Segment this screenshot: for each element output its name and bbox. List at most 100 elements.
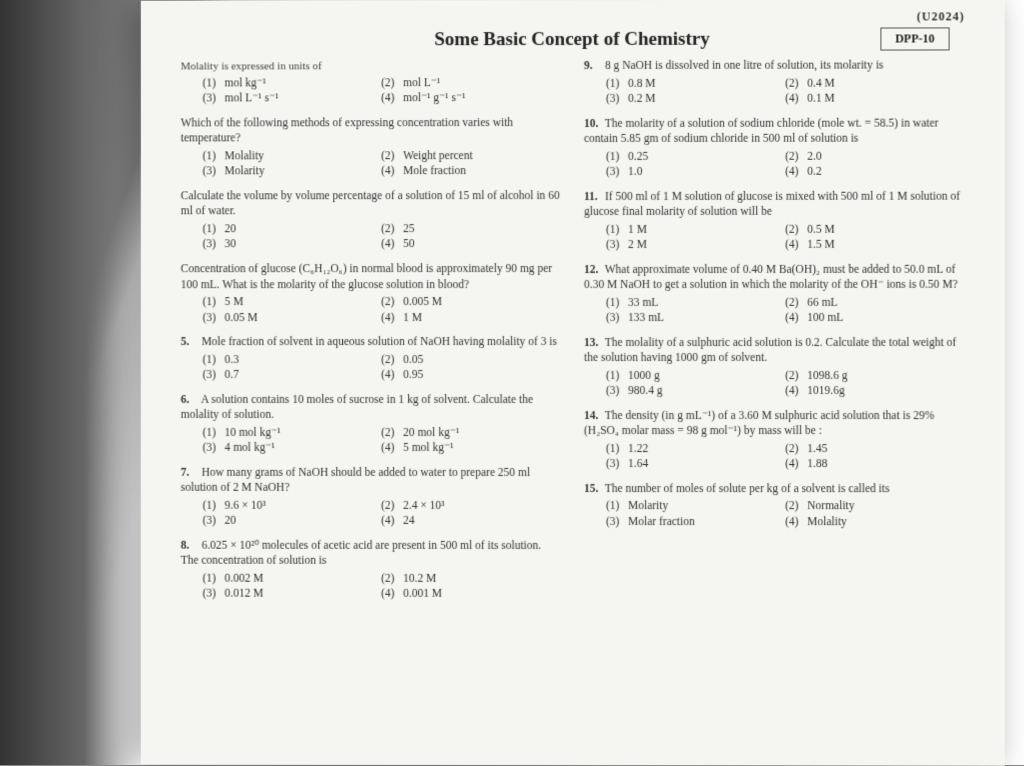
question-11: 11. If 500 ml of 1 M solution of glucose… <box>584 189 965 253</box>
q3-opt1: (1)20 <box>203 222 382 238</box>
q8-opt1: (1)0.002 M <box>203 571 382 587</box>
q1-opt3: (3)mol L⁻¹ s⁻¹ <box>203 92 382 108</box>
question-10: 10. The molarity of a solution of sodium… <box>584 116 965 181</box>
q13-opt1: (1)1000 g <box>606 369 785 385</box>
q5-opt2: (2)0.05 <box>381 353 560 369</box>
q3-opt3: (3)30 <box>203 238 382 254</box>
question-7: 7. How many grams of NaOH should be adde… <box>181 466 560 530</box>
question-3: Calculate the volume by volume percentag… <box>181 189 560 253</box>
q4-text: Concentration of glucose (C₆H₁₂O₆) in no… <box>181 263 552 291</box>
q2-opt3: (3)Molarity <box>203 165 382 181</box>
question-2: Which of the following methods of expres… <box>181 116 560 180</box>
page-content: (U2024) Some Basic Concept of Chemistry … <box>141 0 1005 766</box>
q9-num: 9. <box>584 59 602 75</box>
q10-text: The molarity of a solution of sodium chl… <box>584 117 938 145</box>
q7-opt2: (2)2.4 × 10³ <box>381 499 560 515</box>
q1-text: Molality is expressed in units of <box>181 59 560 74</box>
q8-opt4: (4)0.001 M <box>381 587 560 603</box>
q2-opt4: (4)Mole fraction <box>381 164 560 180</box>
q5-num: 5. <box>181 335 199 350</box>
q11-text: If 500 ml of 1 M solution of glucose is … <box>584 190 960 218</box>
q13-opt2: (2)1098.6 g <box>785 369 964 385</box>
q12-opt4: (4)100 mL <box>785 311 964 327</box>
q14-opt4: (4)1.88 <box>785 457 964 473</box>
q6-opt3: (3)4 mol kg⁻¹ <box>203 441 382 457</box>
chapter-title: Some Basic Concept of Chemistry <box>181 28 965 51</box>
q6-text: A solution contains 10 moles of sucrose … <box>181 394 533 421</box>
q6-opt4: (4)5 mol kg⁻¹ <box>381 441 560 457</box>
question-1: Molality is expressed in units of (1)mol… <box>181 59 560 107</box>
q14-text: The density (in g mL⁻¹) of a 3.60 M sulp… <box>584 410 934 438</box>
q12-opt3: (3)133 mL <box>606 311 785 327</box>
q14-opt2: (2)1.45 <box>785 442 964 458</box>
q2-opt2: (2)Weight percent <box>381 149 560 165</box>
q3-opt2: (2)25 <box>381 222 560 238</box>
q11-opt2: (2)0.5 M <box>785 222 964 238</box>
q10-opt3: (3)1.0 <box>606 165 785 181</box>
q7-opt1: (1)9.6 × 10³ <box>203 499 382 515</box>
question-6: 6. A solution contains 10 moles of sucro… <box>181 393 560 457</box>
q7-opt4: (4)24 <box>381 514 560 530</box>
q15-opt2: (2)Normality <box>785 499 964 515</box>
q1-opt2: (2)mol L⁻¹ <box>381 76 560 92</box>
top-code: (U2024) <box>181 9 965 25</box>
q12-opt2: (2)66 mL <box>785 296 964 312</box>
q3-text: Calculate the volume by volume percentag… <box>181 190 560 218</box>
question-14: 14. The density (in g mL⁻¹) of a 3.60 M … <box>584 409 965 473</box>
question-15: 15. The number of moles of solute per kg… <box>584 482 965 531</box>
q15-opt1: (1)Molarity <box>606 499 785 515</box>
q12-text: What approximate volume of 0.40 M Ba(OH)… <box>584 263 958 291</box>
q6-opt2: (2)20 mol kg⁻¹ <box>381 426 560 442</box>
q10-opt2: (2)2.0 <box>785 149 964 165</box>
q8-num: 8. <box>181 538 199 554</box>
q9-opt4: (4)0.1 M <box>785 92 964 108</box>
q9-opt2: (2)0.4 M <box>785 76 964 92</box>
right-column: 9. 8 g NaOH is dissolved in one litre of… <box>584 58 965 612</box>
q1-opt4: (4)mol⁻¹ g⁻¹ s⁻¹ <box>381 91 560 107</box>
q14-opt3: (3)1.64 <box>606 457 785 473</box>
q12-num: 12. <box>584 263 602 279</box>
q5-opt4: (4)0.95 <box>381 368 560 384</box>
q15-opt4: (4)Molality <box>785 515 964 531</box>
question-12: 12. What approximate volume of 0.40 M Ba… <box>584 262 965 326</box>
q10-num: 10. <box>584 117 602 133</box>
q15-text: The number of moles of solute per kg of … <box>605 483 890 495</box>
q1-opt1: (1)mol kg⁻¹ <box>203 76 382 92</box>
binding-shadow <box>0 0 140 765</box>
q9-text: 8 g NaOH is dissolved in one litre of so… <box>605 60 884 72</box>
q13-num: 13. <box>584 336 602 352</box>
question-5: 5. Mole fraction of solvent in aqueous s… <box>181 335 560 384</box>
q7-num: 7. <box>181 466 199 481</box>
question-13: 13. The molality of a sulphuric acid sol… <box>584 336 965 400</box>
q5-text: Mole fraction of solvent in aqueous solu… <box>201 336 557 348</box>
q7-text: How many grams of NaOH should be added t… <box>181 467 530 495</box>
q5-opt1: (1)0.3 <box>203 353 382 369</box>
q10-opt1: (1)0.25 <box>606 149 785 165</box>
q4-opt3: (3)0.05 M <box>203 311 382 327</box>
q8-text: 6.025 × 10²⁰ molecules of acetic acid ar… <box>181 539 541 567</box>
q12-opt1: (1)33 mL <box>606 296 785 312</box>
q14-num: 14. <box>584 409 602 425</box>
q11-opt3: (3)2 M <box>606 238 785 254</box>
q13-opt4: (4)1019.6g <box>785 384 964 400</box>
q7-opt3: (3)20 <box>203 514 382 530</box>
question-columns: Molality is expressed in units of (1)mol… <box>181 58 965 612</box>
q13-text: The molality of a sulphuric acid solutio… <box>584 337 956 365</box>
q13-opt3: (3)980.4 g <box>606 384 785 400</box>
q11-opt4: (4)1.5 M <box>785 238 964 254</box>
question-4: Concentration of glucose (C₆H₁₂O₆) in no… <box>181 262 560 326</box>
q14-opt1: (1)1.22 <box>606 442 785 458</box>
question-8: 8. 6.025 × 10²⁰ molecules of acetic acid… <box>181 538 560 602</box>
q8-opt2: (2)10.2 M <box>381 572 560 588</box>
q15-num: 15. <box>584 482 602 498</box>
q3-opt4: (4)50 <box>381 237 560 253</box>
question-9: 9. 8 g NaOH is dissolved in one litre of… <box>584 58 965 107</box>
q9-opt1: (1)0.8 M <box>606 76 785 92</box>
q2-text: Which of the following methods of expres… <box>181 117 513 145</box>
q6-opt1: (1)10 mol kg⁻¹ <box>203 426 382 442</box>
q2-opt1: (1)Molality <box>203 149 382 165</box>
q4-opt4: (4)1 M <box>381 311 560 327</box>
q9-opt3: (3)0.2 M <box>606 92 785 108</box>
q5-opt3: (3)0.7 <box>203 368 382 384</box>
left-column: Molality is expressed in units of (1)mol… <box>181 59 560 612</box>
